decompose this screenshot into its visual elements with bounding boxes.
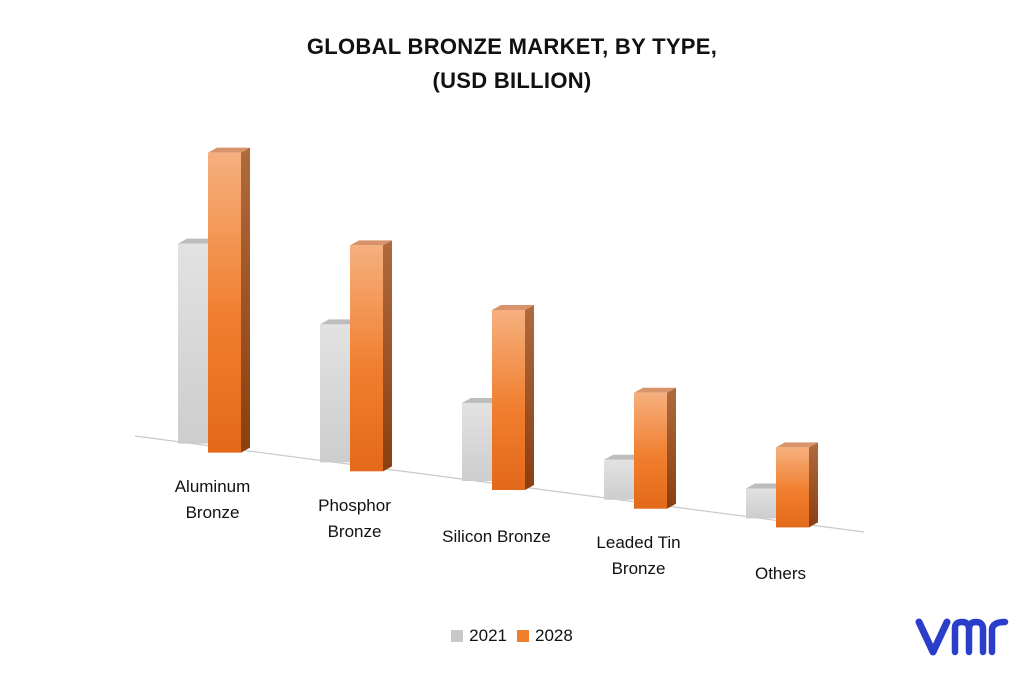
bar-2021 xyxy=(320,324,350,463)
bar-2021-top xyxy=(178,238,217,244)
bar-2021-top xyxy=(320,319,359,325)
legend: 2021 2028 xyxy=(0,626,1024,646)
category-label-line1: Others xyxy=(754,564,807,583)
bar-group-2 xyxy=(462,305,534,491)
bar-2028 xyxy=(776,447,809,528)
chart-title-line2: (USD BILLION) xyxy=(432,68,592,93)
bar-2028 xyxy=(208,152,241,453)
category-label: Others xyxy=(696,561,866,587)
bar-2028-side xyxy=(809,442,818,528)
bar-2028-top xyxy=(634,387,676,393)
category-label-line1: Phosphor xyxy=(318,495,391,515)
bar-2021-top xyxy=(604,454,643,460)
legend-item-2021: 2021 xyxy=(451,626,507,646)
bar-2021 xyxy=(746,488,776,519)
bar-2028-side xyxy=(241,147,250,453)
category-label-line2: Bronze xyxy=(185,503,240,523)
bar-2028 xyxy=(492,310,525,491)
bar-2021-top xyxy=(462,398,501,404)
bar-group-4 xyxy=(746,442,818,528)
bar-2028 xyxy=(634,392,667,509)
bar-2021-top xyxy=(746,483,785,489)
category-label-line1: Aluminum xyxy=(174,477,251,497)
category-label-line1: Silicon Bronze xyxy=(442,526,551,546)
bar-2028-side xyxy=(667,387,676,509)
legend-swatch-2021 xyxy=(451,630,464,642)
vmr-logo xyxy=(915,618,1009,656)
category-label: Aluminum Bronze xyxy=(128,474,298,526)
bar-group-3 xyxy=(604,387,676,509)
chart-title: GLOBAL BRONZE MARKET, BY TYPE, (USD BILL… xyxy=(0,30,1024,98)
legend-item-2028: 2028 xyxy=(517,626,573,646)
bar-2028-side xyxy=(383,240,392,472)
bar-group-1 xyxy=(320,240,392,472)
chart-title-line1: GLOBAL BRONZE MARKET, BY TYPE, xyxy=(306,34,718,59)
bar-2028-top xyxy=(492,305,534,311)
category-label: Silicon Bronze xyxy=(412,524,582,550)
bar-2021 xyxy=(604,459,634,500)
category-label-line1: Leaded Tin xyxy=(596,533,681,553)
category-label: Leaded Tin Bronze xyxy=(554,530,724,582)
legend-label-2028: 2028 xyxy=(535,626,573,645)
bar-2028 xyxy=(350,245,383,472)
bar-2028-top xyxy=(776,442,818,448)
bar-2028-top xyxy=(208,147,250,153)
bar-2021 xyxy=(462,403,492,482)
bar-group-0 xyxy=(178,147,250,453)
category-label: Phosphor Bronze xyxy=(270,493,440,545)
bar-2028-side xyxy=(525,305,534,491)
bar-2028-top xyxy=(350,240,392,246)
category-label-line2: Bronze xyxy=(327,521,382,541)
legend-label-2021: 2021 xyxy=(469,626,507,645)
category-label-line2: Bronze xyxy=(611,559,666,579)
bar-2021 xyxy=(178,243,208,444)
legend-swatch-2028 xyxy=(517,630,529,642)
